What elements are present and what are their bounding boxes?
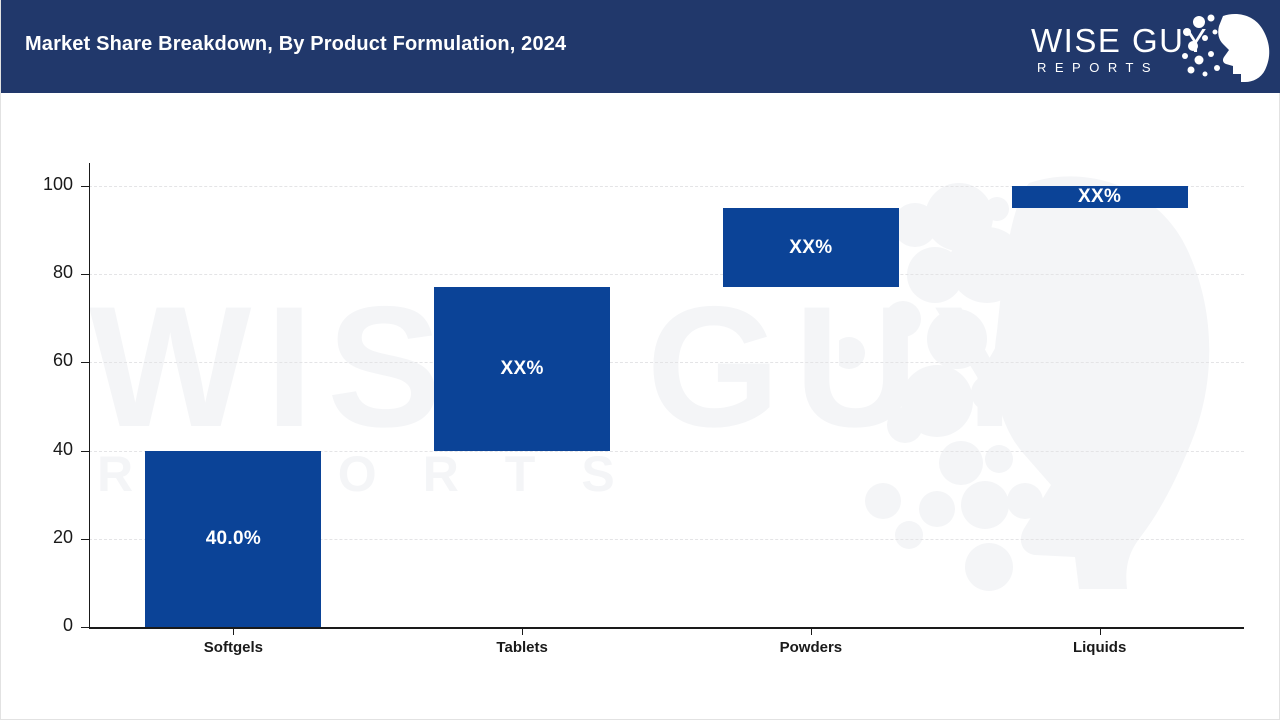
x-tick-mark <box>810 627 812 635</box>
y-tick-label: 0 <box>62 615 73 635</box>
x-tick-label-softgels: Softgels <box>203 639 263 656</box>
bar-value-label: XX% <box>789 236 833 258</box>
y-axis-line <box>89 163 90 627</box>
x-tick-mark <box>522 627 524 635</box>
y-tick-mark <box>81 274 89 276</box>
gridline <box>89 450 1244 452</box>
wise-guy-head-icon <box>1182 13 1270 82</box>
x-tick-label-tablets: Tablets <box>496 639 548 656</box>
bar-value-label: XX% <box>1078 186 1122 208</box>
bar-powders[interactable]: XX% <box>722 208 899 288</box>
x-tick-mark <box>233 627 235 635</box>
brand-logo: WISE GUY REPORTS <box>1019 8 1275 86</box>
logo-subtitle: REPORTS <box>1037 60 1160 75</box>
x-tick-mark <box>1099 627 1101 635</box>
y-tick-label: 60 <box>52 350 73 371</box>
gridline <box>89 362 1244 364</box>
bar-value-label: XX% <box>500 358 544 379</box>
y-tick-label: 40 <box>52 438 73 459</box>
logo-wordmark: WISE GUY <box>1031 22 1209 59</box>
y-tick-mark <box>81 362 89 364</box>
bar-liquids[interactable]: XX% <box>1011 186 1188 209</box>
gridline <box>89 186 1244 187</box>
page-title: Market Share Breakdown, By Product Formu… <box>25 33 567 55</box>
x-tick-label-powders: Powders <box>779 639 843 656</box>
y-tick-mark <box>81 538 89 540</box>
y-tick-label: 100 <box>42 174 73 194</box>
y-tick-label: 20 <box>52 526 73 547</box>
gridline <box>89 538 1244 540</box>
page-header: Market Share Breakdown, By Product Formu… <box>1 0 1280 93</box>
y-tick-mark <box>81 627 89 628</box>
x-axis-line <box>89 627 1244 629</box>
x-tick-label-liquids: Liquids <box>1072 639 1127 656</box>
y-tick-mark <box>81 450 89 452</box>
y-tick-mark <box>81 186 89 187</box>
bar-tablets[interactable]: XX% <box>434 287 611 451</box>
bar-value-label: 40.0% <box>205 527 262 549</box>
gridline <box>89 274 1244 276</box>
bar-softgels[interactable]: 40.0% <box>145 450 322 627</box>
chart-plot-area: 0 20 40 60 80 100 Softgels Tablets Powders Liqui… <box>1 93 1280 720</box>
y-tick-label: 80 <box>52 262 73 283</box>
